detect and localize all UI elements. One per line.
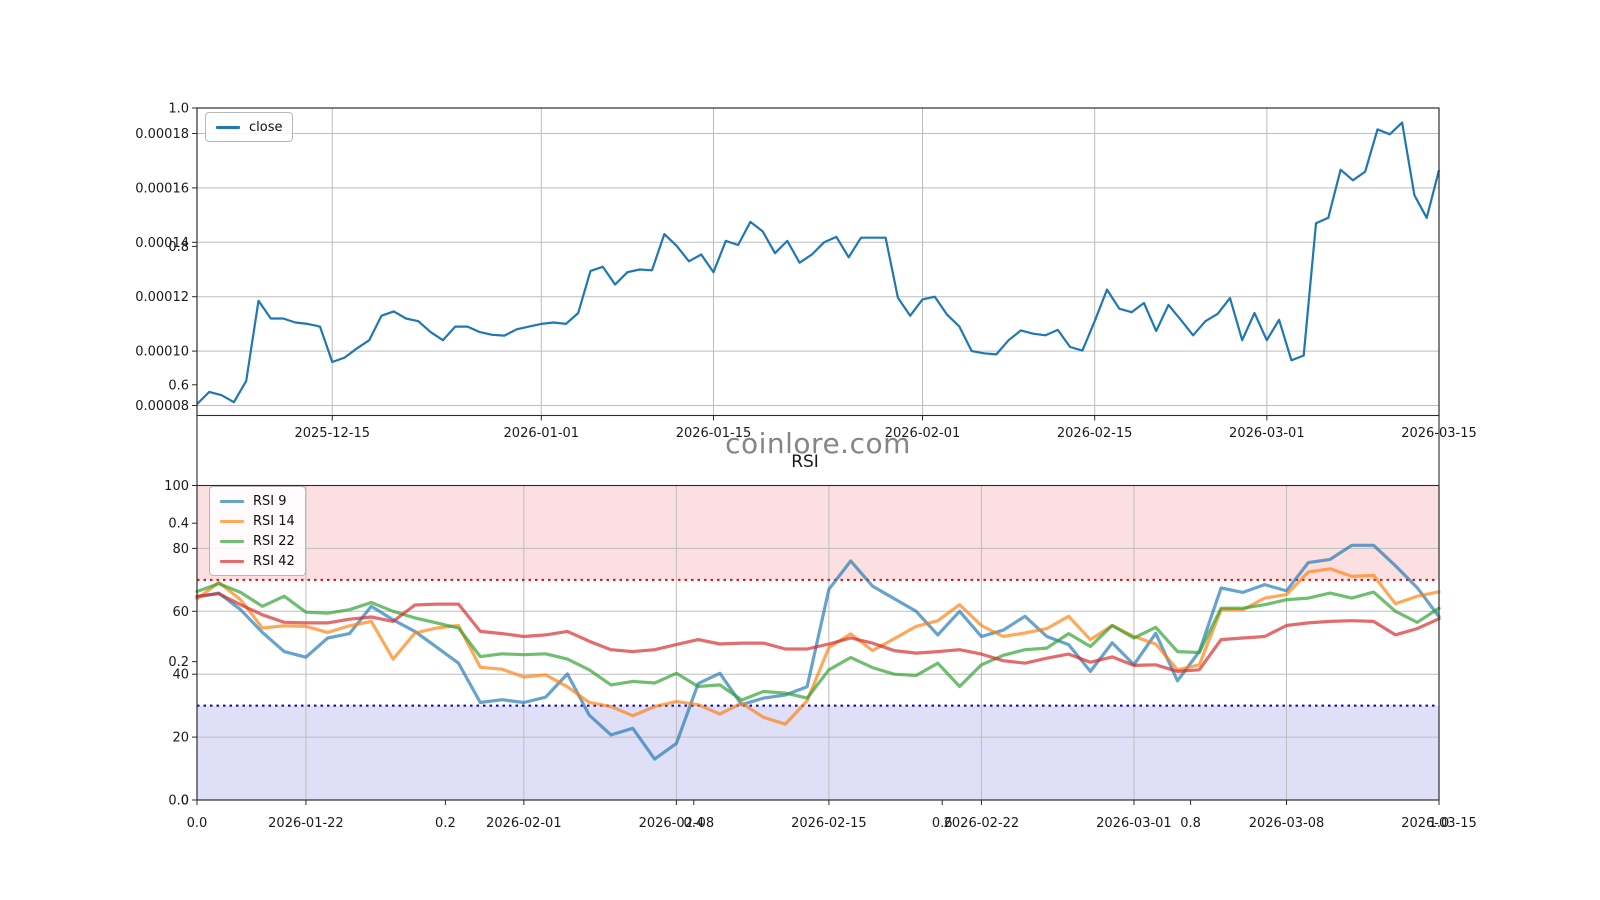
close-line-swatch xyxy=(216,125,240,129)
price-y-tick-label: 0.00018 xyxy=(135,127,189,142)
coinlore-watermark: coinlore.com xyxy=(725,427,911,460)
rsi-x-tick-label: 2026-03-15 xyxy=(1401,816,1477,831)
rsi-14-swatch xyxy=(220,519,244,523)
figure-x-tick-label: 0.6 xyxy=(932,816,953,831)
rsi-x-tick-label: 2026-02-01 xyxy=(486,816,562,831)
rsi-42-line xyxy=(195,592,1441,674)
rsi-22-swatch xyxy=(220,539,244,543)
figure-y-tick-label: 0.2 xyxy=(168,655,189,670)
legend-label-rsi-22: RSI 22 xyxy=(253,533,295,549)
price-x-tick-label: 2026-01-15 xyxy=(676,426,752,441)
rsi-y-tick-label: 60 xyxy=(172,605,189,620)
figure-x-tick-label: 0.4 xyxy=(683,816,704,831)
price-y-tick-label: 0.00016 xyxy=(135,181,189,196)
price-x-tick-label: 2026-02-15 xyxy=(1057,426,1133,441)
price-x-tick-label: 2026-03-01 xyxy=(1229,426,1305,441)
rsi-x-tick-label: 2026-01-22 xyxy=(268,816,344,831)
close-line xyxy=(196,121,1441,405)
figure-x-tick-label: 0.2 xyxy=(435,816,456,831)
rsi-legend: RSI 9 RSI 14 RSI 22 RSI 42 xyxy=(209,486,306,576)
rsi-x-tick-label: 2026-02-22 xyxy=(944,816,1020,831)
legend-label-close: close xyxy=(249,119,283,135)
figure-y-tick-label: 0.8 xyxy=(168,240,189,255)
rsi-x-tick-label: 2026-03-01 xyxy=(1096,816,1172,831)
figure-y-tick-label: 1.0 xyxy=(168,102,189,117)
legend-label-rsi-9: RSI 9 xyxy=(253,493,287,509)
rsi-x-tick-label: 2026-02-15 xyxy=(791,816,867,831)
price-x-tick-label: 2026-01-01 xyxy=(504,426,580,441)
price-y-tick-label: 0.00010 xyxy=(135,345,189,360)
figure-y-tick-label: 0.0 xyxy=(168,794,189,809)
oversold-band xyxy=(197,705,1439,800)
figure-x-tick-label: 1.0 xyxy=(1429,816,1450,831)
price-plot-border xyxy=(196,107,1440,417)
figure-y-tick-label: 0.4 xyxy=(168,517,189,532)
rsi-9-line xyxy=(195,543,1441,761)
legend-label-rsi-14: RSI 14 xyxy=(253,513,295,529)
price-y-tick-label: 0.00008 xyxy=(135,399,189,414)
overbought-band xyxy=(197,485,1439,580)
rsi-9-swatch xyxy=(220,499,244,503)
rsi-x-tick-label: 2026-02-08 xyxy=(639,816,715,831)
rsi-y-tick-label: 40 xyxy=(172,668,189,683)
figure-x-tick-label: 0.8 xyxy=(1180,816,1201,831)
price-x-tick-label: 2025-12-15 xyxy=(294,426,370,441)
figure-y-tick-label: 0.6 xyxy=(168,378,189,393)
rsi-y-tick-label: 100 xyxy=(164,479,189,494)
price-legend: close xyxy=(205,112,294,142)
rsi-y-tick-label: 80 xyxy=(172,542,189,557)
price-y-tick-label: 0.00012 xyxy=(135,290,189,305)
figure-x-tick-label: 0.0 xyxy=(187,816,208,831)
rsi-y-tick-label: 0 xyxy=(181,794,189,809)
legend-label-rsi-42: RSI 42 xyxy=(253,553,295,569)
rsi-plot-border xyxy=(196,484,1440,801)
rsi-y-tick-label: 20 xyxy=(172,731,189,746)
price-x-tick-label: 2026-02-01 xyxy=(885,426,961,441)
rsi-chart-title: RSI xyxy=(791,452,819,472)
rsi-42-swatch xyxy=(220,559,244,563)
rsi-x-tick-label: 2026-03-08 xyxy=(1249,816,1325,831)
price-y-tick-label: 0.00014 xyxy=(135,236,189,251)
